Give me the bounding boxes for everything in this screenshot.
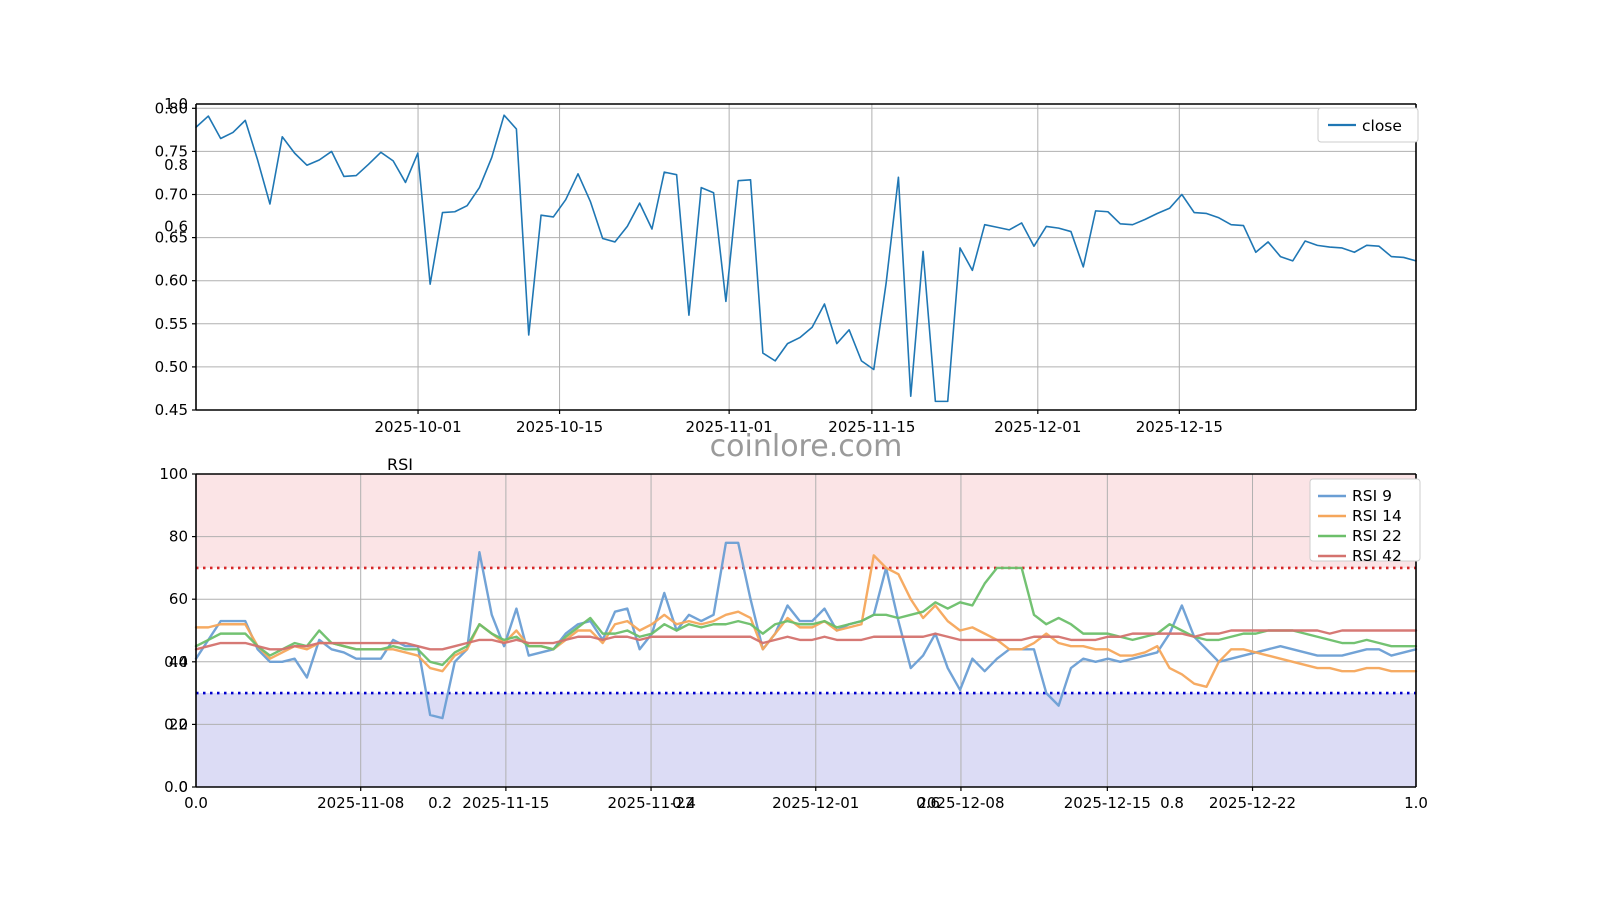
y-tick-label: 0.60 (155, 272, 188, 290)
y-tick-label-unit: 0.8 (164, 156, 188, 174)
rsi-series (194, 541, 1418, 720)
legend-label-rsi-9: RSI 9 (1352, 487, 1392, 505)
y-tick-label: 0.45 (155, 401, 188, 419)
y-tick-label: 100 (159, 465, 188, 483)
y-tick-label: 0.80 (155, 99, 188, 117)
y-tick-label: 0.75 (155, 142, 188, 160)
rsi-panel-title: RSI (387, 455, 413, 474)
price-x-axis-labels: 2025-10-01 2025-10-15 2025-11-01 2025-11-15… (374, 410, 1223, 436)
y-tick-label: 0.65 (155, 229, 188, 247)
x-tick-label-date: 2025-12-22 (1209, 794, 1296, 812)
x-tick-label-date: 2025-12-08 (917, 794, 1004, 812)
legend-label-rsi-42: RSI 42 (1352, 547, 1402, 565)
price-gridlines (196, 104, 1416, 411)
x-tick-label: 2025-12-15 (1136, 418, 1223, 436)
series-line-rsi-14 (194, 554, 1418, 689)
rsi-x-axis-labels: 2025-11-08 2025-11-15 2025-11-22 2025-12-01… (317, 787, 1296, 812)
x-tick-label-unit: 1.0 (1404, 794, 1428, 812)
x-tick-label-unit: 0.0 (184, 794, 208, 812)
y-tick-label-unit: 0.2 (164, 715, 188, 733)
x-tick-label: 2025-10-01 (374, 418, 461, 436)
watermark-text: coinlore.com (710, 429, 903, 464)
y-tick-label: 60 (169, 590, 188, 608)
x-tick-label: 2025-10-15 (516, 418, 603, 436)
price-panel: 0.45 0.50 0.55 0.60 0.65 0.70 0.75 0.80 0.6 0.8 1.… (155, 95, 1419, 436)
x-tick-label-date: 2025-12-01 (772, 794, 859, 812)
x-tick-label-unit: 0.2 (428, 794, 452, 812)
rsi-bands (196, 474, 1416, 787)
y-tick-label-unit: 1.0 (164, 95, 188, 113)
y-tick-label: 0.55 (155, 315, 188, 333)
series-line-rsi-42 (194, 629, 1418, 651)
x-tick-label: 2025-11-01 (686, 418, 773, 436)
x-tick-label-date: 2025-11-08 (317, 794, 404, 812)
x-tick-label-unit: 0.4 (672, 794, 696, 812)
x-tick-label-date: 2025-11-22 (607, 794, 694, 812)
series-line-rsi-22 (194, 566, 1418, 667)
y-tick-label: 20 (169, 715, 188, 733)
x-tick-label-unit: 0.8 (1160, 794, 1184, 812)
series-line-close (195, 114, 1417, 403)
rsi-y-axis-unit-labels: 0.0 0.2 0.4 (164, 653, 188, 796)
y-tick-label-unit: 0.6 (164, 217, 188, 235)
price-y-axis-unit-labels: 0.6 0.8 1.0 (164, 95, 188, 235)
price-y-axis-labels: 0.45 0.50 0.55 0.60 0.65 0.70 0.75 0.80 (155, 99, 196, 419)
rsi-y-axis-labels: 0 20 40 60 80 100 (159, 465, 196, 796)
x-tick-label: 2025-12-01 (994, 418, 1081, 436)
legend-label-close: close (1362, 117, 1402, 135)
price-axes-frame (195, 103, 1417, 411)
rsi-x-axis-unit-labels: 0.0 0.2 0.4 0.6 0.8 1.0 (184, 794, 1428, 812)
legend-box (1309, 478, 1421, 562)
price-legend[interactable]: close (1317, 107, 1419, 143)
rsi-legend[interactable]: RSI 9 RSI 14 RSI 22 RSI 42 (1309, 478, 1421, 565)
x-tick-label-unit: 0.6 (916, 794, 940, 812)
legend-label-rsi-14: RSI 14 (1352, 507, 1402, 525)
rsi-panel: 0 20 40 60 80 100 0.0 0.2 0.4 2025-11-08 2025-11-1… (159, 455, 1428, 812)
price-plot-background (196, 104, 1416, 410)
legend-label-rsi-22: RSI 22 (1352, 527, 1402, 545)
y-tick-label: 0.50 (155, 358, 188, 376)
y-tick-label: 0 (178, 778, 188, 796)
x-tick-label-date: 2025-12-15 (1064, 794, 1151, 812)
y-tick-label: 40 (169, 653, 188, 671)
legend-box (1317, 107, 1419, 143)
y-tick-label-unit: 0.0 (164, 778, 188, 796)
x-tick-label: 2025-11-15 (828, 418, 915, 436)
y-tick-label-unit: 0.4 (164, 653, 188, 671)
price-series (195, 114, 1417, 403)
x-tick-label-date: 2025-11-15 (462, 794, 549, 812)
overbought-band (196, 474, 1416, 568)
rsi-threshold-lines (196, 566, 1416, 695)
oversold-band (196, 693, 1416, 787)
y-tick-label: 0.70 (155, 186, 188, 204)
y-tick-label: 80 (169, 528, 188, 546)
